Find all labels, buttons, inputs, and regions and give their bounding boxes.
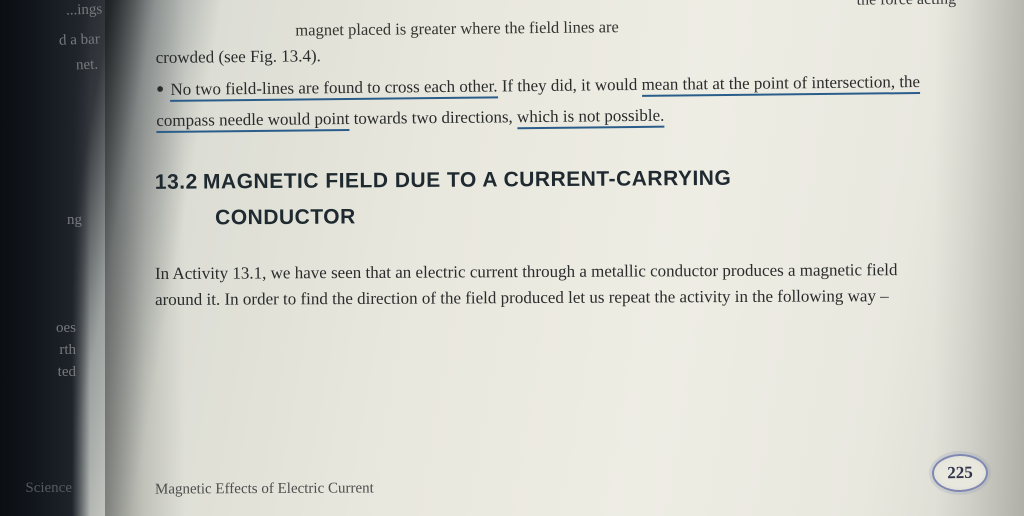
bullet-underlined-1: No two field-lines are found to cross ea… bbox=[170, 77, 497, 102]
chapter-footer-title: Magnetic Effects of Electric Current bbox=[155, 480, 374, 498]
bullet-plain-1: If they did, it would bbox=[497, 75, 641, 96]
cutoff-line-a: the force acting bbox=[856, 0, 956, 9]
section-body-paragraph: In Activity 13.1, we have seen that an e… bbox=[155, 257, 925, 312]
section-title-line1: MAGNETIC FIELD DUE TO A CURRENT-CARRYING bbox=[203, 167, 731, 194]
margin-fragment: ...ings bbox=[65, 0, 102, 21]
margin-fragment: ted bbox=[58, 362, 76, 382]
margin-fragment: d a bar bbox=[59, 29, 100, 51]
cutoff-line-b: magnet placed is greater where the field… bbox=[295, 17, 619, 39]
margin-fragment: net. bbox=[76, 55, 99, 76]
section-heading: 13.2 MAGNETIC FIELD DUE TO A CURRENT-CAR… bbox=[155, 161, 964, 234]
margin-fragment: oes bbox=[56, 318, 76, 338]
section-title-line2: CONDUCTOR bbox=[215, 196, 964, 233]
textbook-page-photo: ...ings d a bar net. ng oes rth ted Scie… bbox=[0, 0, 1024, 516]
bullet-underlined-3: which is not possible. bbox=[517, 106, 665, 130]
bullet-dot-icon: • bbox=[156, 77, 165, 103]
previous-page-sliver bbox=[0, 0, 115, 516]
margin-fragment: Science bbox=[25, 478, 72, 498]
page-number-badge: 225 bbox=[932, 454, 989, 493]
margin-fragment: rth bbox=[59, 340, 76, 360]
section-number: 13.2 bbox=[155, 170, 198, 193]
margin-fragment: ng bbox=[67, 210, 82, 230]
page-body-text: the force acting magnet placed is greate… bbox=[155, 0, 964, 310]
crowded-line: crowded (see Fig. 13.4). bbox=[156, 46, 321, 67]
intro-fragment-block: the force acting magnet placed is greate… bbox=[155, 0, 965, 134]
bullet-plain-2: towards two directions, bbox=[354, 107, 518, 128]
